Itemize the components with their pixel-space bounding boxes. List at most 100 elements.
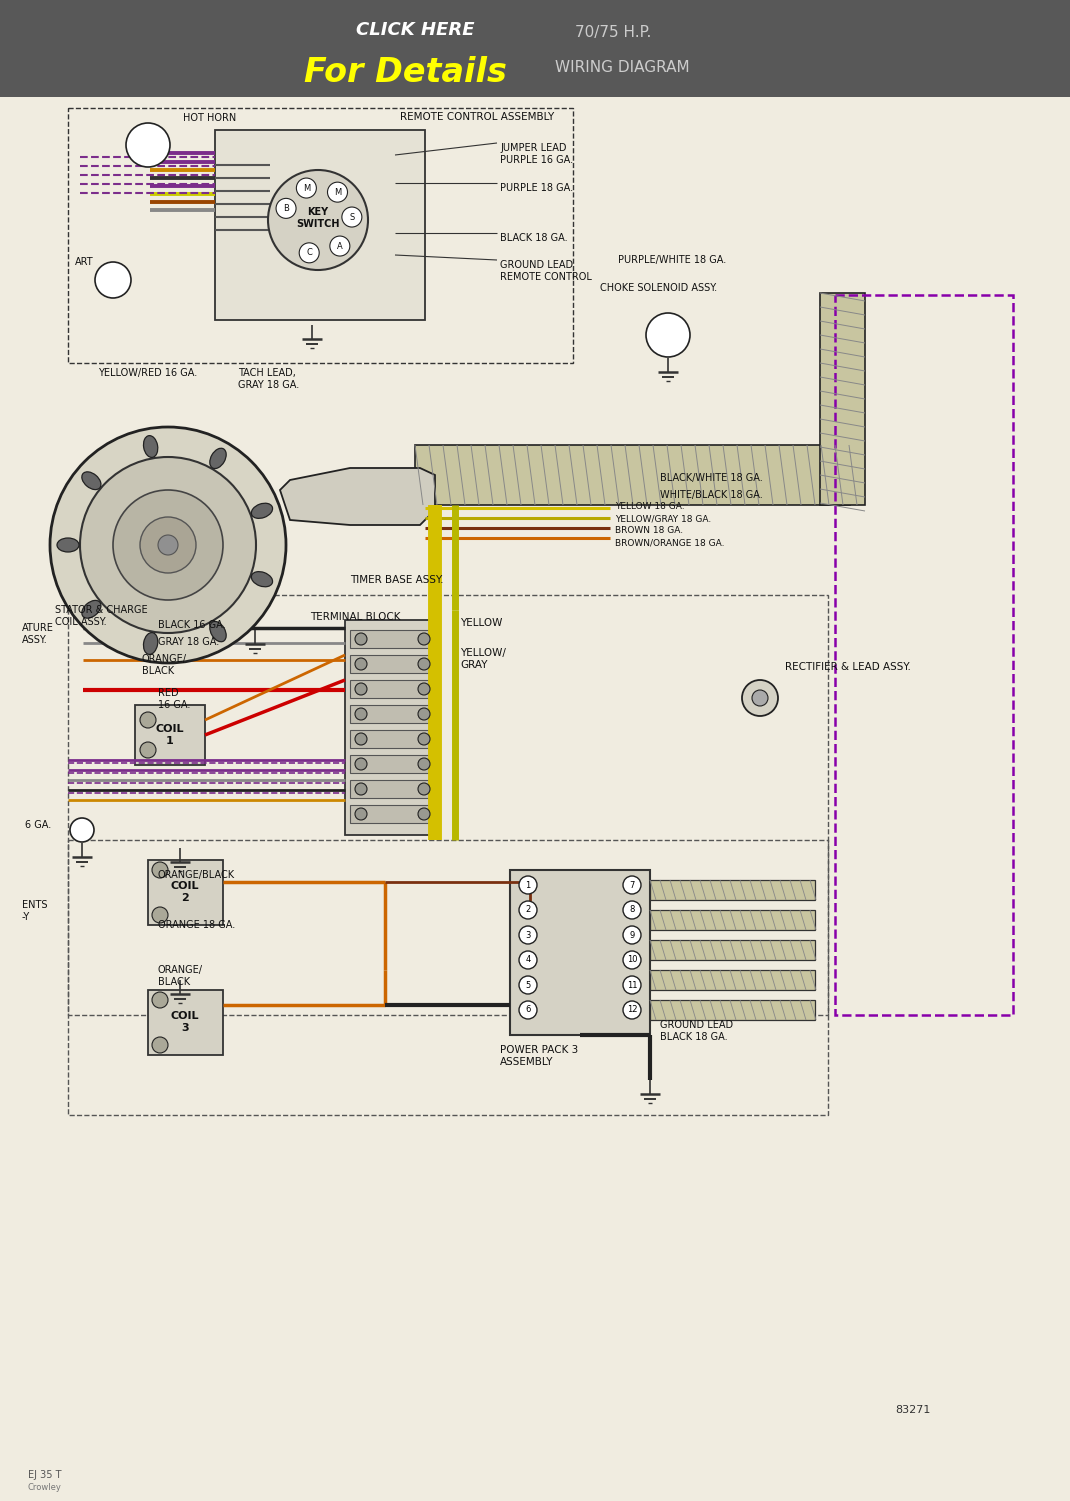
Text: ORANGE/BLACK: ORANGE/BLACK bbox=[158, 871, 235, 880]
Text: KEY
SWITCH: KEY SWITCH bbox=[296, 207, 340, 228]
Text: REMOTE CONTROL ASSEMBLY: REMOTE CONTROL ASSEMBLY bbox=[400, 113, 554, 122]
Bar bbox=[0, 0, 1070, 98]
Circle shape bbox=[300, 243, 319, 263]
Bar bbox=[350, 755, 435, 773]
Text: JUMPER LEAD
PURPLE 16 GA.: JUMPER LEAD PURPLE 16 GA. bbox=[500, 143, 574, 165]
Text: C: C bbox=[306, 248, 312, 257]
Text: A: A bbox=[337, 242, 342, 251]
Text: 1: 1 bbox=[525, 881, 531, 890]
Ellipse shape bbox=[210, 449, 226, 468]
Ellipse shape bbox=[81, 600, 101, 618]
Circle shape bbox=[623, 1001, 641, 1019]
Circle shape bbox=[519, 976, 537, 994]
Circle shape bbox=[152, 1037, 168, 1054]
Circle shape bbox=[752, 690, 768, 705]
Circle shape bbox=[519, 877, 537, 895]
Circle shape bbox=[519, 926, 537, 944]
Text: BROWN 18 GA.: BROWN 18 GA. bbox=[615, 525, 683, 534]
Text: ENTS
-Y: ENTS -Y bbox=[22, 901, 47, 922]
Bar bbox=[649, 1000, 815, 1021]
Circle shape bbox=[418, 633, 430, 645]
Circle shape bbox=[418, 758, 430, 770]
Text: ORANGE/
BLACK: ORANGE/ BLACK bbox=[158, 965, 203, 986]
Ellipse shape bbox=[143, 632, 157, 654]
Text: 5: 5 bbox=[525, 980, 531, 989]
Text: YELLOW/GRAY 18 GA.: YELLOW/GRAY 18 GA. bbox=[615, 513, 712, 522]
Text: BLACK 18 GA.: BLACK 18 GA. bbox=[500, 233, 567, 243]
Bar bbox=[649, 880, 815, 901]
Text: COIL
1: COIL 1 bbox=[156, 723, 184, 746]
Ellipse shape bbox=[81, 471, 101, 489]
Text: 11: 11 bbox=[627, 980, 638, 989]
Text: COIL
3: COIL 3 bbox=[171, 1012, 199, 1033]
Bar bbox=[350, 680, 435, 698]
Polygon shape bbox=[280, 468, 435, 525]
Text: STATOR & CHARGE
COIL ASSY.: STATOR & CHARGE COIL ASSY. bbox=[55, 605, 148, 626]
Text: 6 GA.: 6 GA. bbox=[25, 820, 51, 830]
Circle shape bbox=[742, 680, 778, 716]
Text: ATURE
ASSY.: ATURE ASSY. bbox=[22, 623, 54, 644]
Circle shape bbox=[623, 901, 641, 919]
Bar bbox=[345, 620, 440, 835]
Text: M: M bbox=[303, 183, 310, 192]
Circle shape bbox=[355, 732, 367, 744]
Text: BROWN/ORANGE 18 GA.: BROWN/ORANGE 18 GA. bbox=[615, 537, 724, 546]
Bar bbox=[510, 871, 649, 1036]
Circle shape bbox=[158, 534, 178, 555]
Circle shape bbox=[623, 976, 641, 994]
Text: CHOKE SOLENOID ASSY.: CHOKE SOLENOID ASSY. bbox=[600, 284, 717, 293]
Text: 2: 2 bbox=[525, 905, 531, 914]
Bar bbox=[350, 654, 435, 672]
Bar bbox=[68, 594, 828, 1015]
Bar bbox=[350, 781, 435, 799]
Circle shape bbox=[50, 426, 286, 663]
Text: RED
16 GA.: RED 16 GA. bbox=[158, 687, 190, 710]
Circle shape bbox=[519, 901, 537, 919]
Text: TIMER BASE ASSY.: TIMER BASE ASSY. bbox=[350, 575, 443, 585]
Circle shape bbox=[80, 456, 256, 633]
Circle shape bbox=[623, 877, 641, 895]
Text: PURPLE/WHITE 18 GA.: PURPLE/WHITE 18 GA. bbox=[618, 255, 727, 266]
Text: BLACK/WHITE 18 GA.: BLACK/WHITE 18 GA. bbox=[660, 473, 763, 483]
Text: BLACK 16 GA.: BLACK 16 GA. bbox=[158, 620, 226, 630]
Bar bbox=[350, 805, 435, 823]
Text: For Details: For Details bbox=[304, 56, 506, 89]
Circle shape bbox=[342, 207, 362, 227]
Text: ORANGE/
BLACK: ORANGE/ BLACK bbox=[142, 654, 187, 675]
Circle shape bbox=[140, 711, 156, 728]
Text: 12: 12 bbox=[627, 1006, 638, 1015]
Text: ART: ART bbox=[75, 257, 94, 267]
Circle shape bbox=[140, 741, 156, 758]
Bar bbox=[350, 630, 435, 648]
Bar bbox=[350, 729, 435, 747]
Bar bbox=[135, 705, 205, 766]
Circle shape bbox=[519, 1001, 537, 1019]
Text: GRAY 18 GA.: GRAY 18 GA. bbox=[158, 636, 219, 647]
Text: 83271: 83271 bbox=[895, 1405, 931, 1415]
Text: Crowley: Crowley bbox=[28, 1483, 62, 1492]
Bar bbox=[350, 705, 435, 723]
Circle shape bbox=[519, 952, 537, 970]
Text: GROUND LEAD
BLACK 18 GA.: GROUND LEAD BLACK 18 GA. bbox=[660, 1021, 733, 1042]
Text: YELLOW/
GRAY: YELLOW/ GRAY bbox=[460, 648, 506, 669]
Circle shape bbox=[268, 170, 368, 270]
Text: GROUND LEAD
REMOTE CONTROL: GROUND LEAD REMOTE CONTROL bbox=[500, 260, 592, 282]
Bar bbox=[215, 131, 425, 320]
Bar bbox=[820, 293, 865, 504]
Text: 9: 9 bbox=[629, 931, 635, 940]
Circle shape bbox=[152, 992, 168, 1009]
Circle shape bbox=[296, 179, 317, 198]
Circle shape bbox=[276, 198, 296, 218]
Text: 8: 8 bbox=[629, 905, 635, 914]
Text: WHITE/BLACK 18 GA.: WHITE/BLACK 18 GA. bbox=[660, 489, 763, 500]
Text: EJ 35 T: EJ 35 T bbox=[28, 1469, 61, 1480]
Text: 7: 7 bbox=[629, 881, 635, 890]
Text: COIL
2: COIL 2 bbox=[171, 881, 199, 902]
Text: YELLOW 18 GA.: YELLOW 18 GA. bbox=[615, 501, 685, 510]
Circle shape bbox=[623, 952, 641, 970]
Text: ORANGE 18 GA.: ORANGE 18 GA. bbox=[158, 920, 235, 931]
Circle shape bbox=[113, 489, 223, 600]
Ellipse shape bbox=[143, 435, 157, 458]
Text: B: B bbox=[284, 204, 289, 213]
Circle shape bbox=[355, 784, 367, 796]
